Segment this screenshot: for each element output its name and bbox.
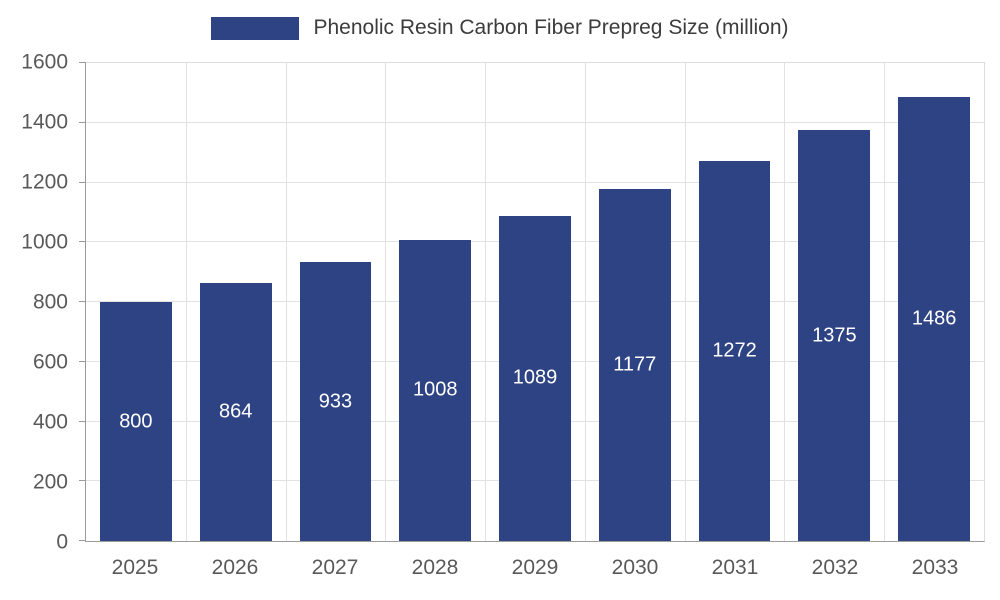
bar-2031: 1272 [698, 161, 771, 541]
bar-slot: 1008 [385, 63, 485, 541]
bar-slot: 1272 [685, 63, 785, 541]
x-tick-label: 2030 [611, 556, 659, 579]
y-tick-label: 0 [56, 530, 68, 554]
bar-value-label: 1375 [812, 324, 857, 347]
gridline-v [185, 63, 187, 541]
x-tick-label: 2029 [511, 556, 559, 579]
y-tick-label: 600 [32, 350, 68, 374]
bar-value-label: 800 [119, 410, 153, 432]
bar-slot: 1177 [585, 63, 685, 541]
legend-item[interactable]: Phenolic Resin Carbon Fiber Prepreg Size… [211, 16, 789, 40]
bar-2028: 1008 [399, 239, 472, 541]
y-tick-label: 1000 [21, 230, 68, 254]
bar-slot: 1375 [784, 63, 884, 541]
gridline-v [584, 63, 586, 541]
bar-slot: 800 [86, 63, 186, 541]
bar-2033: 1486 [898, 97, 971, 541]
y-tick-label: 400 [32, 410, 68, 434]
y-axis-tick [79, 62, 86, 63]
bar-slot: 933 [286, 63, 386, 541]
x-tick-label: 2026 [211, 556, 259, 579]
bar-value-label: 1008 [412, 378, 458, 401]
x-tick-label: 2027 [311, 556, 359, 579]
gridline-v [485, 63, 487, 541]
bar-value-label: 1272 [712, 339, 757, 362]
x-tick-label: 2031 [711, 556, 759, 579]
bar-value-label: 864 [218, 400, 253, 423]
bar-2032: 1375 [798, 130, 871, 541]
y-axis-tick [79, 540, 86, 541]
bar-2029: 1089 [499, 215, 571, 541]
bar-value-label: 933 [318, 390, 353, 413]
bar-value-label: 1089 [512, 366, 558, 389]
gridline-h [86, 121, 984, 123]
y-tick-label: 1400 [21, 110, 68, 134]
bar-2027: 933 [299, 262, 372, 541]
y-axis: 0 200 400 600 800 1000 1200 1400 1600 [0, 52, 78, 553]
chart-legend: Phenolic Resin Carbon Fiber Prepreg Size… [0, 16, 1000, 40]
y-axis-tick [79, 241, 86, 243]
y-axis-tick [79, 121, 86, 123]
chart-title: Phenolic Resin Carbon Fiber Prepreg Size… [313, 16, 789, 39]
gridline-v [285, 63, 287, 541]
bar-value-label: 1177 [613, 353, 657, 376]
bar-value-label: 1486 [911, 307, 957, 330]
bar-slot: 864 [186, 63, 286, 541]
x-tick-label: 2025 [111, 556, 159, 579]
y-axis-tick [79, 360, 86, 362]
y-tick-label: 1200 [21, 170, 68, 194]
bars-row: 800 864 933 1008 1089 1177 1272 1375 1486 [86, 63, 984, 541]
gridline-v [784, 63, 786, 541]
bar-slot: 1089 [485, 63, 585, 541]
y-axis-tick [79, 420, 86, 422]
y-tick-label: 200 [32, 470, 68, 494]
y-axis-tick [79, 301, 86, 302]
x-tick-label: 2028 [411, 556, 459, 579]
gridline-h [86, 181, 984, 183]
bar-2026: 864 [199, 282, 272, 541]
y-axis-tick [79, 480, 86, 482]
x-tick-label: 2033 [911, 556, 959, 579]
plot-area: 800 864 933 1008 1089 1177 1272 1375 1486 [79, 62, 985, 542]
y-tick-label: 1600 [21, 50, 68, 74]
gridline-v [684, 63, 686, 541]
gridline-v [884, 63, 886, 541]
y-axis-tick [79, 181, 86, 183]
y-tick-label: 800 [32, 290, 68, 314]
bar-2025: 800 [99, 302, 172, 541]
bar-2030: 1177 [598, 189, 671, 541]
legend-swatch [211, 16, 300, 40]
x-tick-label: 2032 [811, 556, 859, 579]
bar-slot: 1486 [884, 63, 984, 541]
gridline-v [385, 63, 387, 541]
x-axis: 2025 2026 2027 2028 2029 2030 2031 2032 2033 [85, 546, 985, 580]
